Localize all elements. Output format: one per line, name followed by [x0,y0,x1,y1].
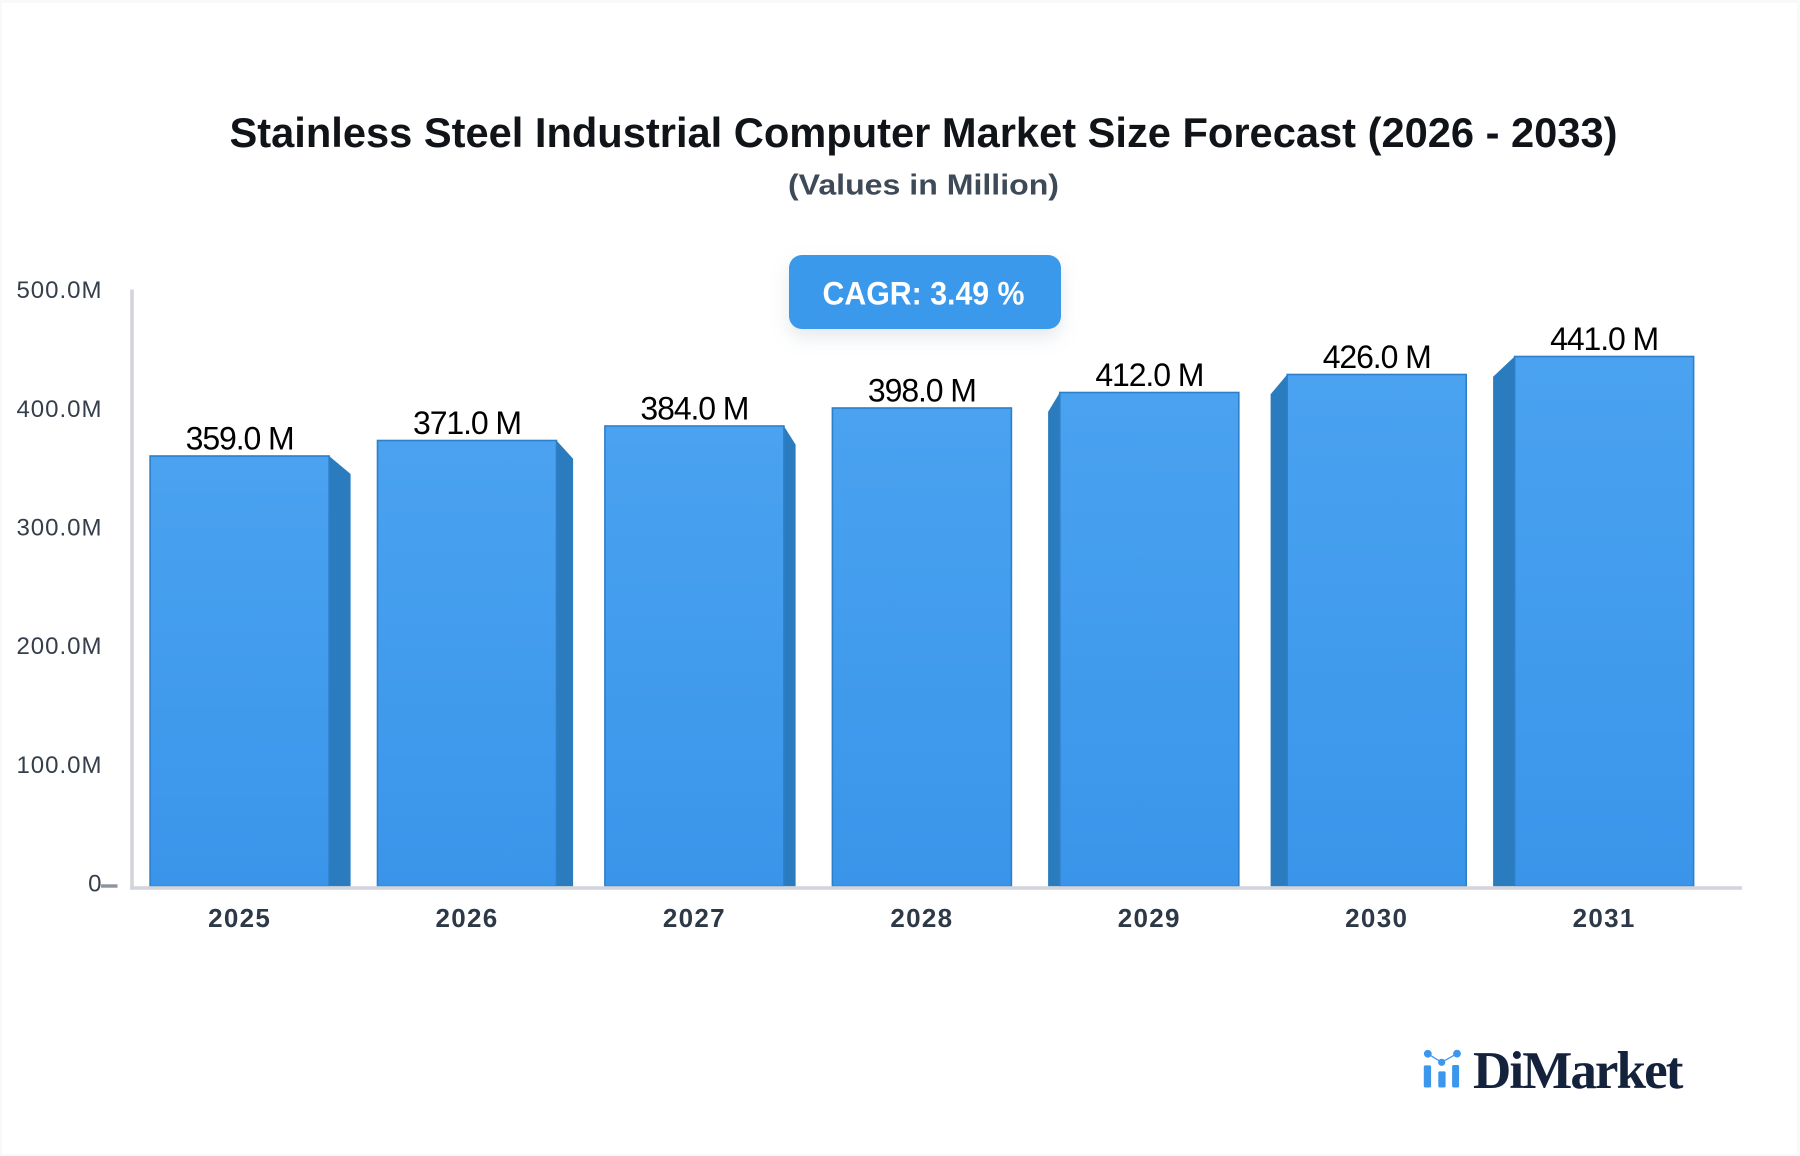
svg-text:0: 0 [88,871,102,898]
svg-text:200.0M: 200.0M [16,633,102,660]
svg-text:100.0M: 100.0M [16,752,102,779]
svg-text:412.0 M: 412.0 M [1095,357,1203,393]
svg-text:2025: 2025 [208,903,271,933]
svg-text:2027: 2027 [663,903,726,933]
svg-text:384.0 M: 384.0 M [640,391,748,427]
svg-text:398.0 M: 398.0 M [868,373,976,409]
svg-text:2029: 2029 [1118,903,1181,933]
svg-text:DiMarket: DiMarket [1473,1042,1684,1100]
svg-text:371.0 M: 371.0 M [413,405,521,441]
svg-text:426.0 M: 426.0 M [1323,339,1431,375]
svg-text:359.0 M: 359.0 M [186,421,294,457]
svg-text:2031: 2031 [1573,903,1636,933]
svg-text:500.0M: 500.0M [16,277,102,304]
svg-text:(Values in Million): (Values in Million) [788,170,1059,202]
svg-text:CAGR: 3.49 %: CAGR: 3.49 % [823,276,1025,312]
svg-text:441.0 M: 441.0 M [1550,321,1658,357]
svg-text:400.0M: 400.0M [16,396,102,423]
svg-text:2028: 2028 [890,903,953,933]
svg-text:2030: 2030 [1345,903,1408,933]
svg-text:Stainless Steel Industrial Com: Stainless Steel Industrial Computer Mark… [230,109,1618,156]
svg-text:2026: 2026 [435,903,498,933]
svg-text:300.0M: 300.0M [16,515,102,542]
